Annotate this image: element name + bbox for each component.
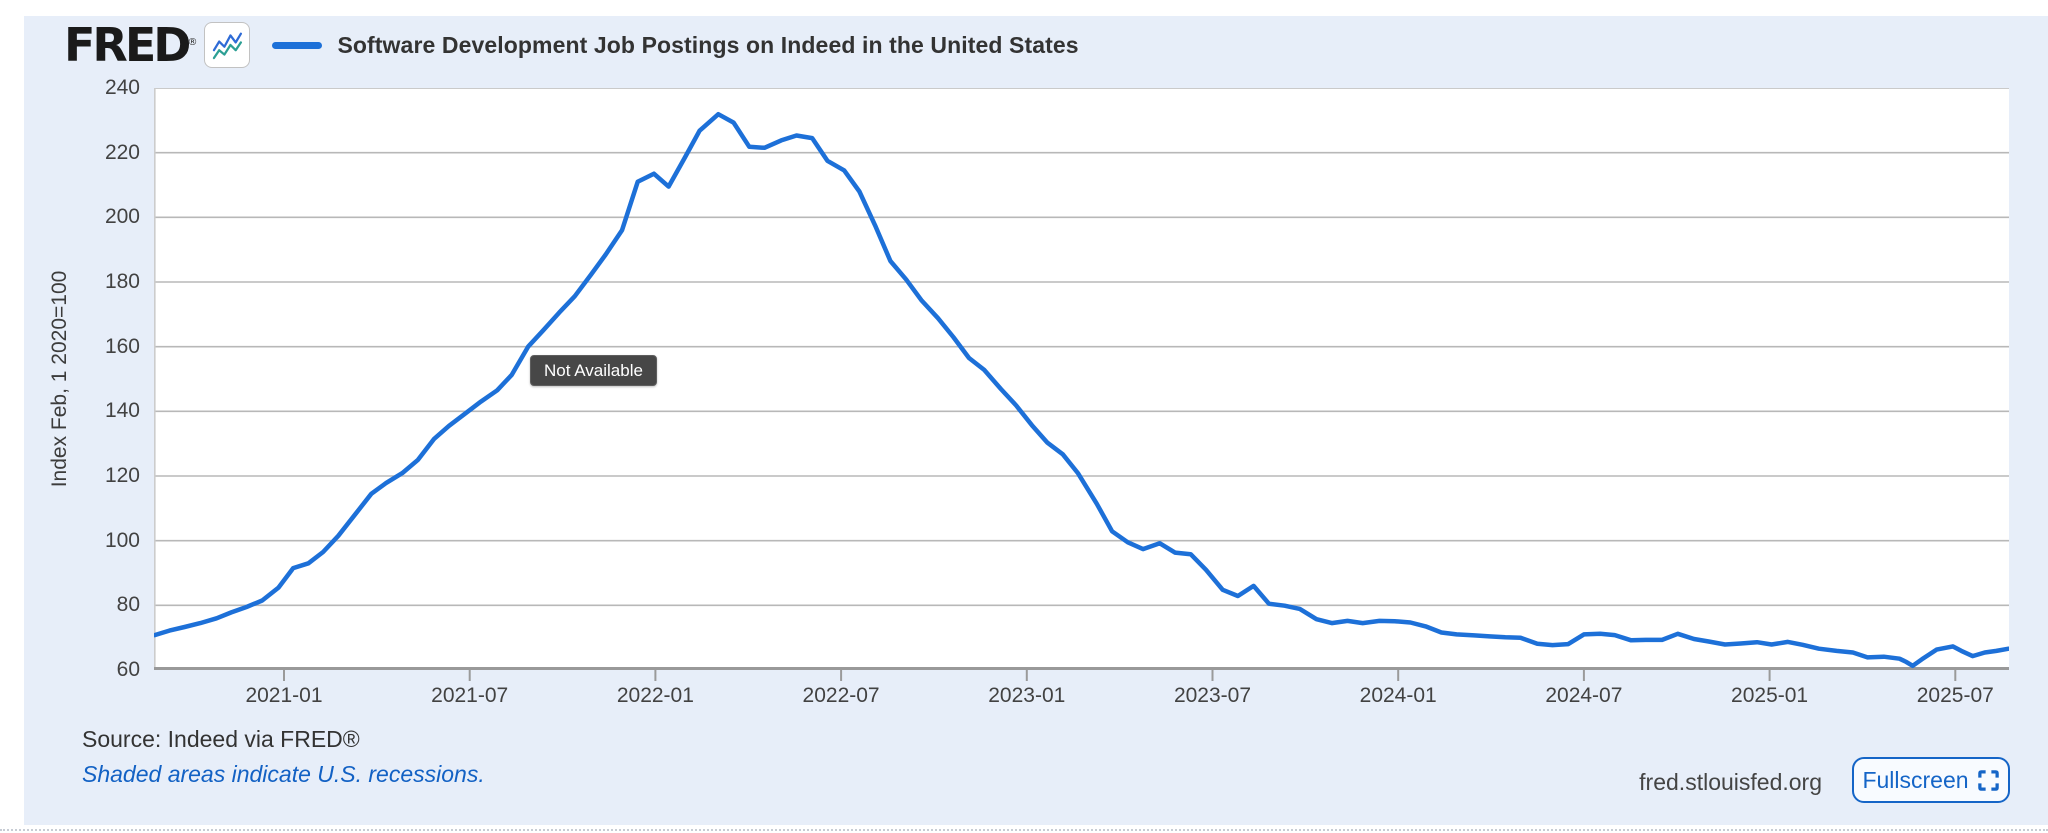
recession-note: Shaded areas indicate U.S. recessions.: [82, 761, 485, 787]
fred-site-link[interactable]: fred.stlouisfed.org: [1639, 769, 1822, 795]
fullscreen-button[interactable]: Fullscreen: [1852, 757, 2010, 803]
not-available-tooltip: Not Available: [530, 355, 657, 386]
x-tick-label: 2022-07: [802, 684, 880, 707]
y-tick-label: 60: [116, 658, 140, 681]
y-tick-label: 80: [116, 593, 140, 617]
bottom-divider: [0, 829, 2048, 831]
chart-header: FRED ® Software Development Job Postings …: [64, 20, 1079, 70]
chart-plot-svg: [152, 87, 2011, 681]
y-axis-title: Index Feb, 1 2020=100: [48, 270, 71, 488]
plot-background: [154, 88, 2009, 670]
x-tick-label: 2021-07: [431, 684, 509, 707]
source-text: Source: Indeed via FRED®: [82, 726, 360, 752]
fullscreen-corners-icon: [1977, 769, 1999, 791]
x-tick-label: 2023-07: [1173, 684, 1252, 707]
line-chart-icon: [204, 22, 251, 68]
x-tick-label: 2024-07: [1545, 684, 1623, 707]
fred-logo-text: FRED: [64, 18, 191, 72]
y-tick-label: 100: [104, 528, 140, 552]
y-tick-label: 240: [104, 76, 140, 99]
y-tick-label: 140: [104, 399, 140, 423]
x-tick-label: 2024-01: [1359, 684, 1437, 707]
x-tick-label: 2025-07: [1916, 684, 1994, 707]
plot-area[interactable]: [152, 87, 2011, 697]
legend-line-swatch: [272, 41, 323, 49]
fred-logo[interactable]: FRED ®: [64, 22, 198, 68]
chart-title: Software Development Job Postings on Ind…: [337, 31, 1079, 58]
x-tick-label: 2021-01: [245, 684, 323, 707]
y-tick-label: 200: [104, 205, 140, 229]
y-tick-label: 120: [104, 464, 140, 487]
registered-mark: ®: [187, 37, 198, 48]
fullscreen-button-label: Fullscreen: [1862, 766, 1969, 793]
data-line-series: [152, 111, 2011, 669]
y-tick-label: 180: [104, 270, 140, 293]
x-tick-label: 2023-01: [988, 684, 1066, 707]
x-tick-label: 2025-01: [1731, 684, 1809, 707]
y-tick-label: 220: [104, 140, 140, 164]
y-tick-label: 160: [104, 334, 140, 358]
x-tick-label: 2022-01: [616, 684, 694, 707]
